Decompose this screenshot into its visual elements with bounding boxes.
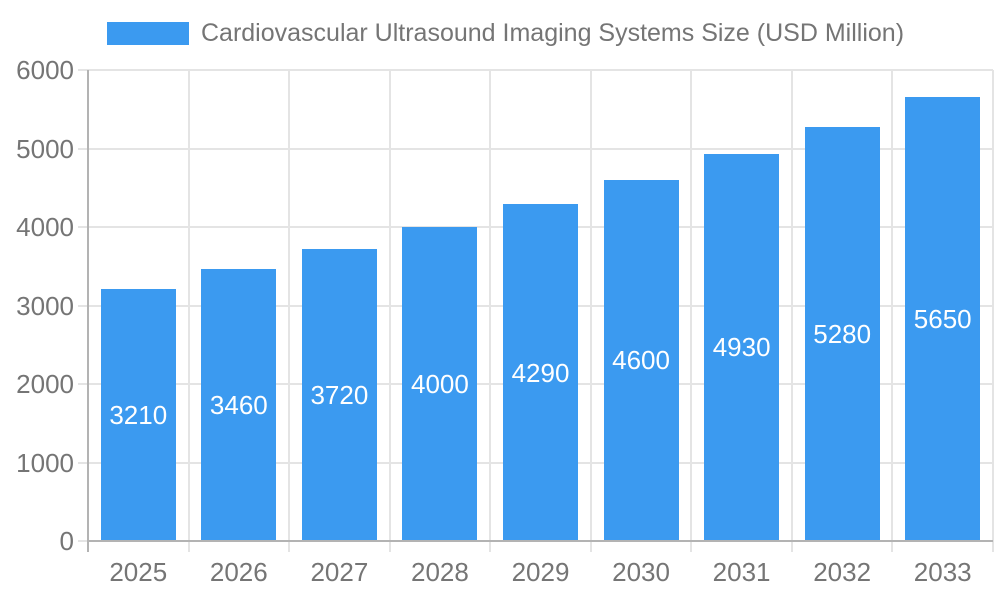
gridline-vertical — [790, 70, 793, 552]
x-axis-line — [88, 540, 993, 542]
y-tick-label: 1000 — [16, 447, 74, 478]
bar-value-label: 3720 — [310, 379, 369, 410]
bar — [301, 248, 377, 541]
bar-value-label: 4290 — [511, 357, 570, 388]
chart-legend[interactable]: Cardiovascular Ultrasound Imaging System… — [107, 19, 904, 48]
legend-swatch — [107, 22, 189, 45]
bar — [905, 97, 981, 541]
y-tick-label: 6000 — [16, 55, 74, 85]
bar — [704, 153, 780, 541]
x-tick-label: 2029 — [511, 557, 570, 587]
bar — [100, 289, 176, 541]
bar — [603, 179, 679, 541]
bar — [402, 227, 478, 541]
bar-value-label: 4000 — [411, 369, 469, 399]
gridline-vertical — [992, 70, 994, 552]
gridline-horizontal — [88, 147, 993, 150]
bar-value-label: 5280 — [813, 318, 872, 349]
gridline-vertical — [187, 70, 190, 552]
bar — [804, 126, 880, 541]
y-axis-tick — [78, 540, 88, 542]
gridline-vertical — [489, 70, 492, 552]
y-axis-line — [87, 70, 89, 552]
bar-value-label: 3210 — [109, 400, 168, 430]
y-tick-label: 3000 — [16, 290, 74, 321]
bar — [201, 269, 277, 541]
y-axis-tick — [78, 226, 88, 228]
y-tick-label: 2000 — [16, 369, 74, 399]
y-tick-label: 5000 — [16, 133, 74, 164]
gridline-vertical — [690, 70, 693, 552]
y-axis-tick — [78, 147, 88, 150]
y-axis-tick — [78, 461, 88, 464]
x-tick-label: 2032 — [813, 557, 872, 587]
bar-value-label: 4930 — [712, 332, 771, 363]
y-tick-label: 0 — [59, 526, 74, 556]
gridline-horizontal — [88, 69, 993, 71]
y-axis-tick — [78, 304, 88, 307]
y-tick-label: 4000 — [16, 212, 74, 242]
y-axis-tick — [78, 69, 88, 71]
x-tick-label: 2033 — [913, 557, 972, 587]
x-tick-label: 2027 — [310, 557, 369, 587]
x-tick-label: 2030 — [612, 557, 670, 587]
x-tick-label: 2026 — [209, 557, 268, 587]
x-tick-label: 2028 — [411, 557, 469, 587]
x-tick-label: 2025 — [109, 557, 168, 587]
gridline-vertical — [891, 70, 894, 552]
gridline-vertical — [388, 70, 391, 552]
bar-value-label: 4600 — [612, 345, 670, 376]
legend-label: Cardiovascular Ultrasound Imaging System… — [201, 19, 905, 47]
y-axis-tick — [78, 383, 88, 385]
gridline-vertical — [589, 70, 592, 552]
x-tick-label: 2031 — [712, 557, 771, 587]
bar — [503, 204, 578, 541]
bar-value-label: 5650 — [913, 304, 972, 335]
bar-value-label: 3460 — [209, 390, 268, 421]
gridline-vertical — [288, 70, 291, 552]
